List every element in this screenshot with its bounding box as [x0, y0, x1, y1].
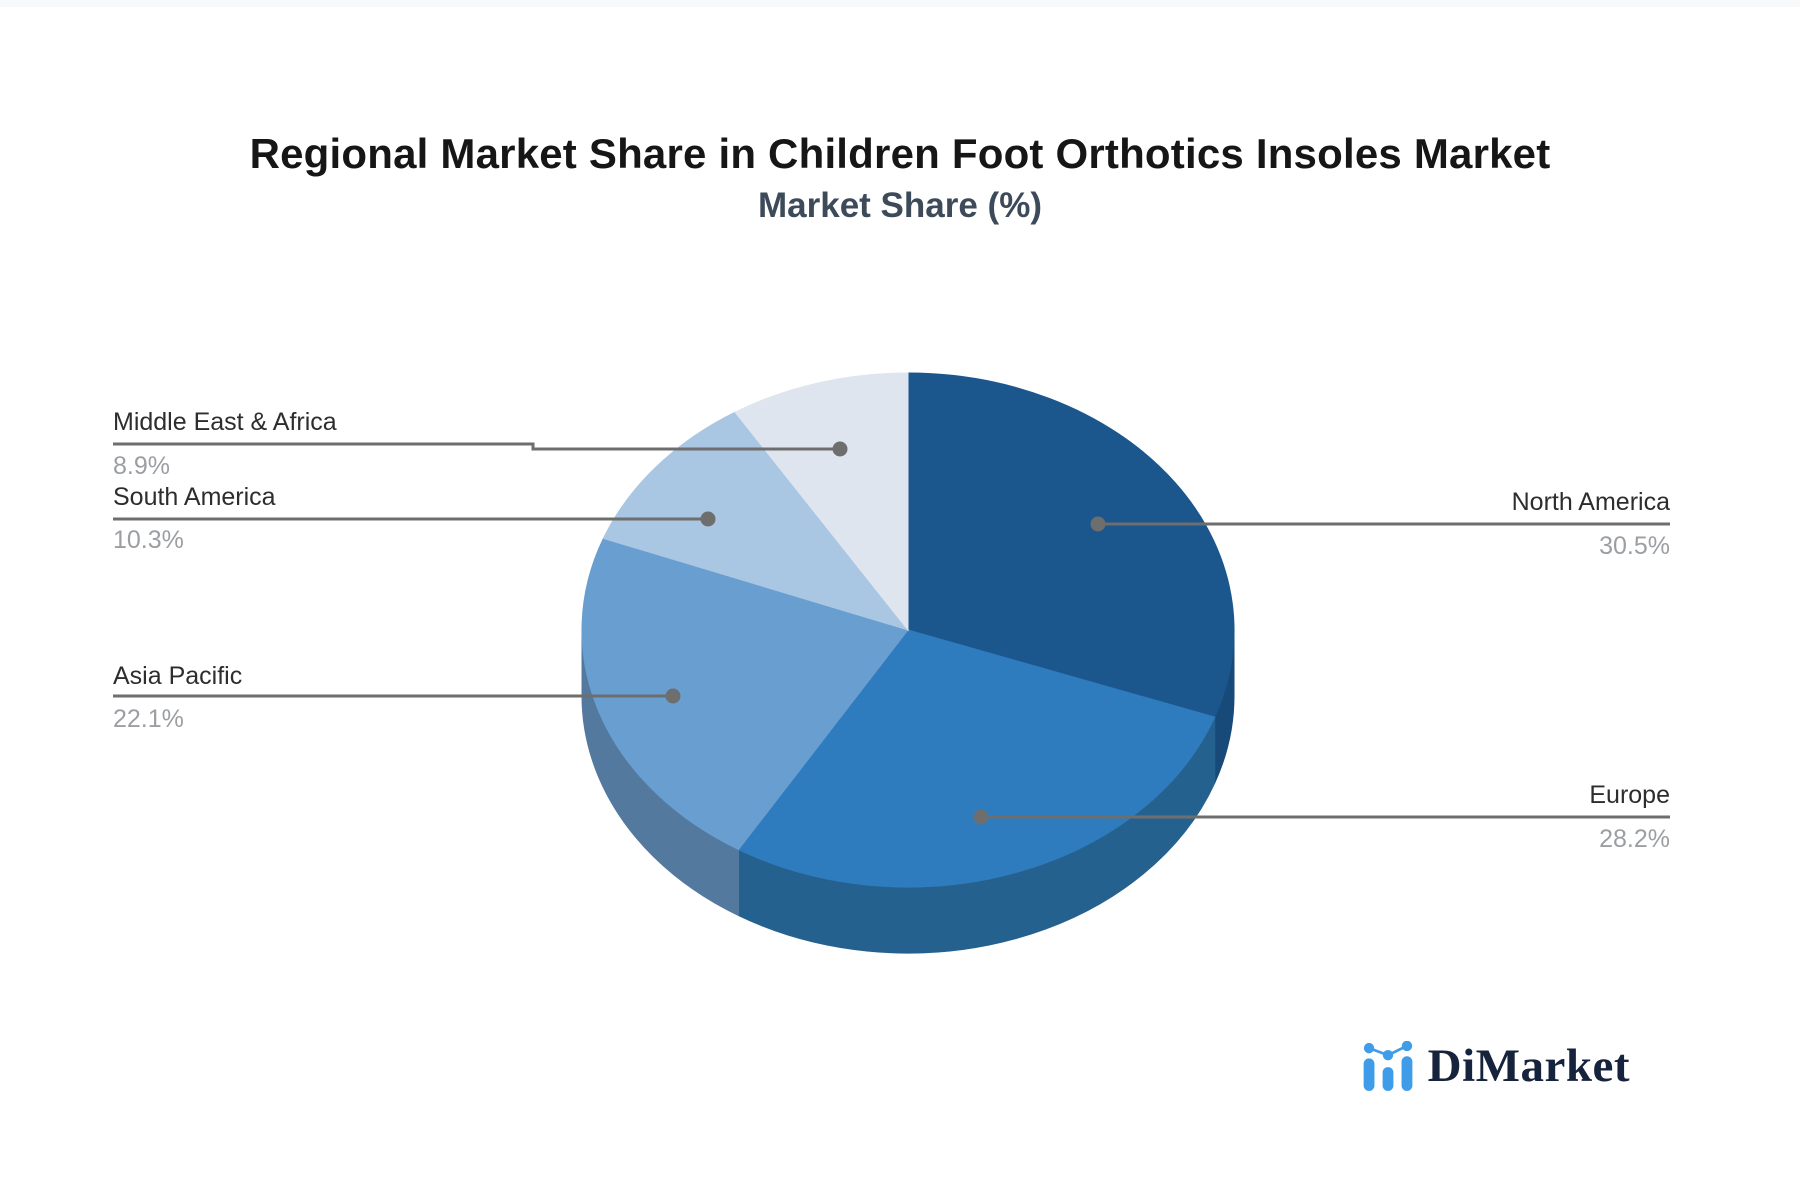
slice-value-north-america: 30.5% [1599, 532, 1670, 560]
brand-name: DiMarket [1427, 1040, 1630, 1092]
leader-dot-asia-pacific [665, 688, 681, 704]
slice-value-south-america: 10.3% [113, 526, 184, 554]
leader-dot-south-america [700, 511, 716, 527]
leader-line-middle-east-africa [113, 442, 840, 451]
chart-subtitle: Market Share (%) [758, 186, 1042, 225]
pie-slice-south-america[interactable] [602, 411, 910, 631]
slice-value-middle-east-africa: 8.9% [113, 452, 170, 480]
slice-label-europe: Europe [1589, 781, 1670, 809]
leader-dot-north-america [1090, 516, 1106, 532]
pie-slice-europe[interactable] [737, 629, 1216, 888]
leader-dot-europe [973, 809, 989, 825]
slice-value-asia-pacific: 22.1% [113, 705, 184, 733]
top-strip [0, 0, 1800, 7]
chart-title: Regional Market Share in Children Foot O… [249, 130, 1551, 177]
slice-value-europe: 28.2% [1599, 825, 1670, 853]
pie-slice-north-america[interactable] [907, 372, 1235, 718]
slice-label-asia-pacific: Asia Pacific [113, 662, 243, 690]
slice-label-north-america: North America [1511, 488, 1670, 516]
leader-dot-middle-east-africa [832, 441, 848, 457]
slice-label-south-america: South America [113, 483, 276, 511]
pie-slice-asia-pacific[interactable] [581, 537, 909, 851]
brand-logo: DiMarket [1362, 1036, 1630, 1096]
pie-slice-middle-east-africa[interactable] [734, 372, 909, 632]
slice-label-middle-east-africa: Middle East & Africa [113, 408, 337, 436]
bar-line-chart-icon [1363, 1041, 1412, 1091]
